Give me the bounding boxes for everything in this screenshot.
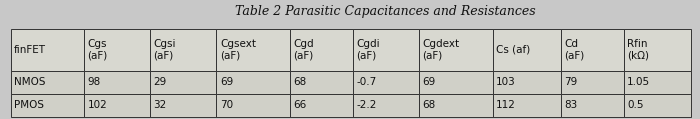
Text: Table 2 Parasitic Capacitances and Resistances: Table 2 Parasitic Capacitances and Resis… xyxy=(234,5,536,18)
